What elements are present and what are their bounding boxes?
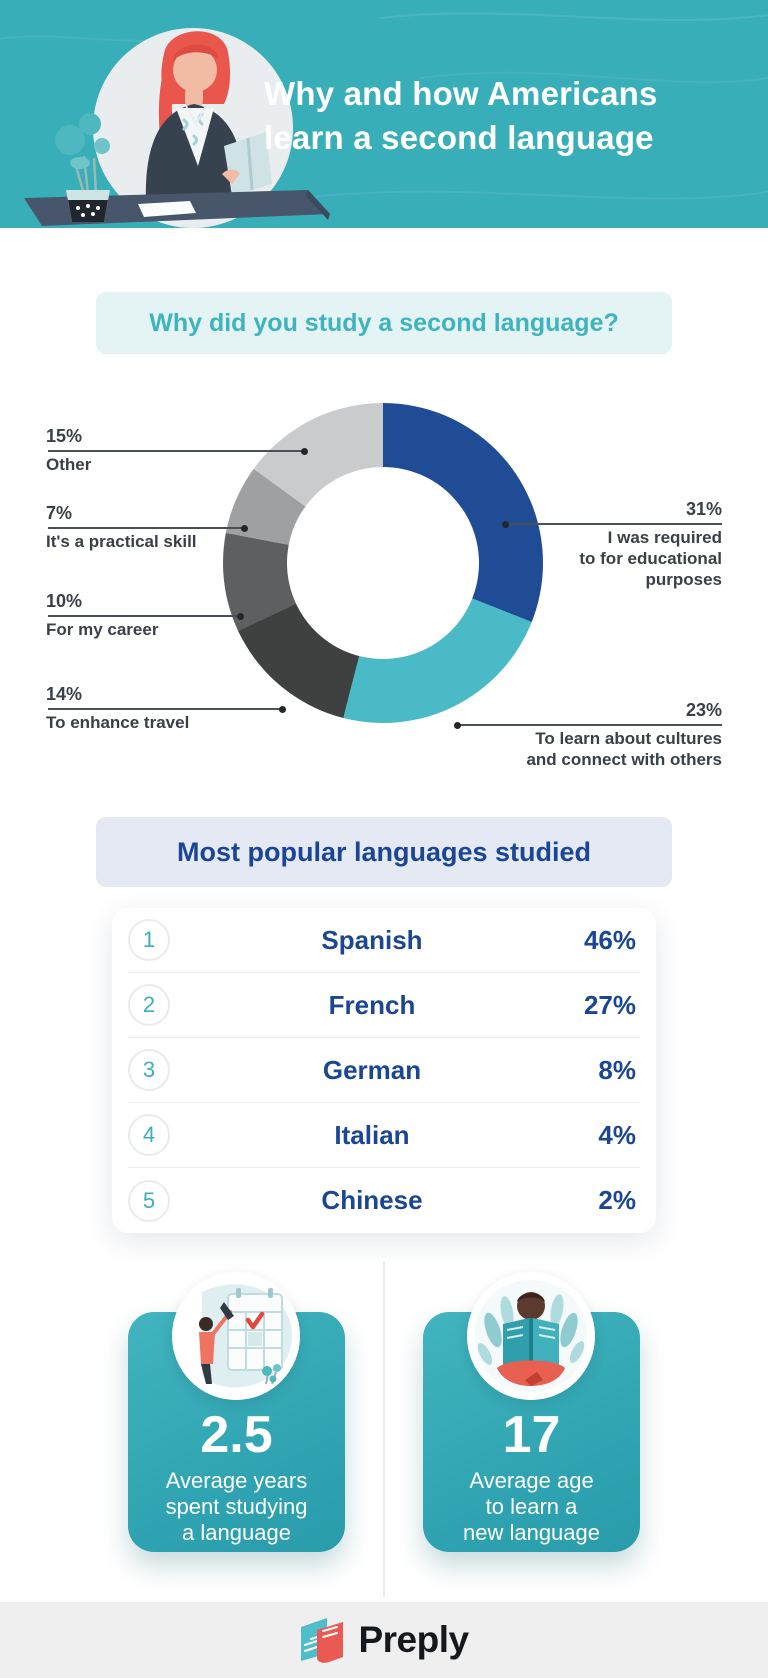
stat-value-age: 17 [502,1406,561,1464]
leader-dot-other [301,448,308,455]
language-percent: 2% [598,1185,636,1215]
brand-name: Preply [358,1619,469,1660]
language-name: Chinese [321,1185,423,1215]
language-percent: 8% [598,1054,636,1085]
preply-logo-icon [301,1618,344,1663]
stat-card-years: 2.5 Average years spent studying a langu… [128,1312,345,1552]
segment-pct-educational: 31% [685,499,722,519]
leader-dot-cultures [454,722,461,729]
segment-name-cultures-l1: To learn about cultures [535,729,722,748]
languages-heading: Most popular languages studied [96,817,672,887]
leader-line-other [48,450,304,452]
teacher-illustration [24,28,330,228]
reader-illustration [467,1272,595,1400]
segment-label-other: 15% Other [46,426,91,475]
languages-list-card: 1 Spanish 46% 2 French 27% 3 German 8% 4… [112,908,656,1233]
language-row-chinese: 5 Chinese 2% [128,1168,640,1233]
languages-heading-text: Most popular languages studied [176,836,592,867]
rank-badge: 1 [128,919,170,961]
segment-pct-travel: 14% [46,684,83,704]
language-name: French [328,989,416,1020]
stat-card-age: 17 Average age to learn a new language [423,1312,640,1552]
page-title: Why and how Americans learn a second lan… [264,72,724,160]
segment-label-cultures: 23% To learn about cultures and connect … [526,700,722,770]
page-title-line2: learn a second language [264,119,654,156]
segment-label-career: 10% For my career [46,591,158,640]
segment-name-educational-l1: I was required [607,528,722,547]
segment-label-travel: 14% To enhance travel [46,684,189,733]
leader-line-educational [505,523,722,525]
stat-value-years: 2.5 [200,1406,273,1464]
segment-name-educational-l2: to for educational [579,549,722,568]
language-row-german: 3 German 8% [128,1038,640,1103]
footer: Preply [0,1602,768,1678]
stat-cards-divider [383,1262,385,1597]
page-title-line1: Why and how Americans [264,75,658,112]
segment-pct-other: 15% [46,426,83,446]
language-name: German [322,1054,422,1085]
language-row-spanish: 1 Spanish 46% [128,908,640,973]
calendar-illustration [172,1272,300,1400]
segment-name-educational-l3: purposes [645,570,722,589]
leader-dot-educational [502,521,509,528]
leader-dot-travel [279,706,286,713]
segment-name-travel: To enhance travel [46,713,190,732]
segment-label-educational: 31% I was required to for educational pu… [579,499,722,590]
language-row-french: 2 French 27% [128,973,640,1038]
leader-line-practical-skill [48,527,244,529]
segment-name-career: For my career [46,620,159,639]
segment-pct-practical-skill: 7% [46,503,73,523]
language-percent: 4% [598,1119,636,1150]
header-banner: Why and how Americans learn a second lan… [0,0,768,228]
language-percent: 27% [583,989,636,1020]
language-row-italian: 4 Italian 4% [128,1103,640,1168]
leader-line-career [48,615,240,617]
segment-name-other: Other [46,455,92,474]
stat-caption-years: Average years spent studying a language [165,1468,308,1545]
leader-line-cultures [457,724,722,726]
rank-badge: 5 [128,1179,170,1222]
rank-badge: 3 [128,1049,170,1091]
rank-badge: 2 [128,984,170,1026]
survey-question-text: Why did you study a second language? [149,308,619,337]
survey-question-heading: Why did you study a second language? [96,292,672,354]
segment-name-practical-skill: It's a practical skill [46,532,197,551]
language-name: Spanish [321,924,423,955]
segment-pct-career: 10% [46,591,83,611]
leader-line-travel [48,708,282,710]
leader-dot-practical-skill [241,525,248,532]
leader-dot-career [237,613,244,620]
segment-name-cultures-l2: and connect with others [526,750,722,769]
donut-chart-hole [287,467,479,659]
language-name: Italian [334,1119,410,1150]
rank-badge: 4 [128,1114,170,1156]
language-percent: 46% [583,924,636,955]
segment-pct-cultures: 23% [685,700,722,720]
segment-label-practical-skill: 7% It's a practical skill [46,503,197,552]
stat-caption-age: Average age to learn a new language [462,1468,600,1545]
